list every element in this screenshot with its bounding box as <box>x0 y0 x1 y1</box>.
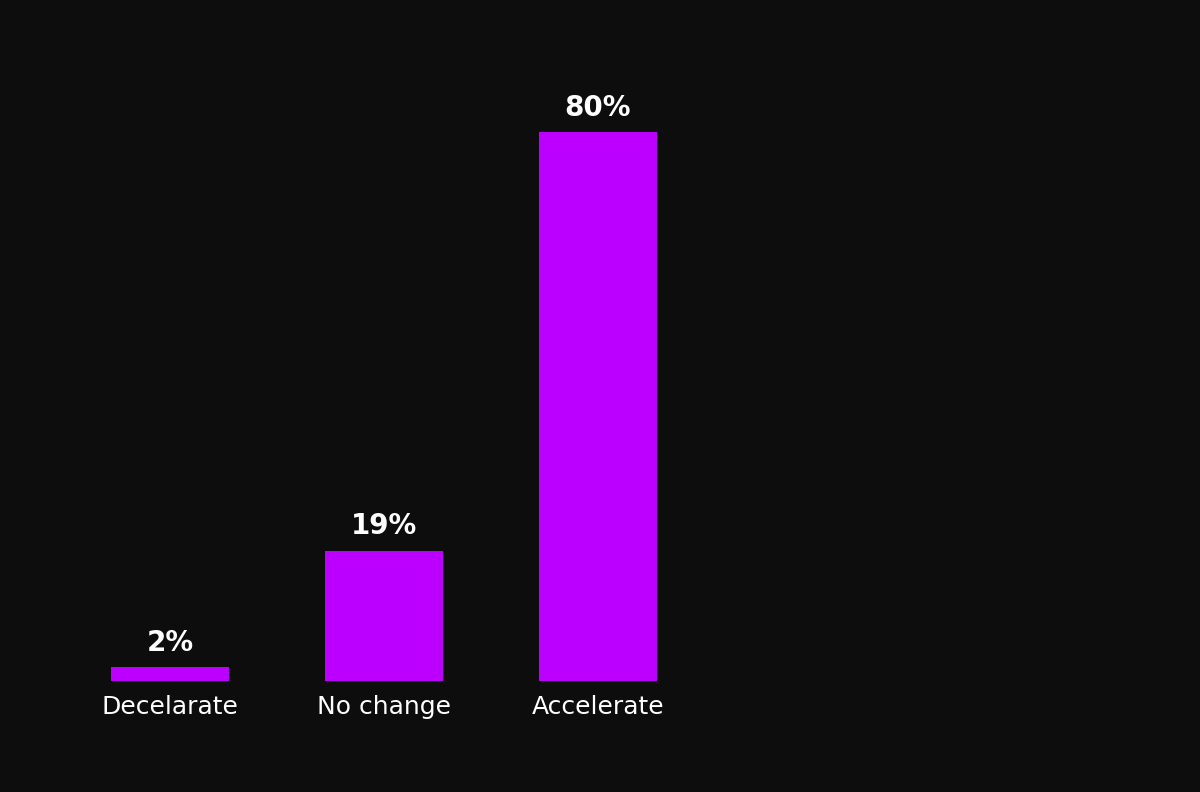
Bar <box>325 550 443 681</box>
Text: 19%: 19% <box>350 512 418 540</box>
Bar <box>112 668 229 681</box>
Text: 2%: 2% <box>146 629 193 657</box>
Bar <box>539 132 656 681</box>
Text: 80%: 80% <box>565 93 631 122</box>
